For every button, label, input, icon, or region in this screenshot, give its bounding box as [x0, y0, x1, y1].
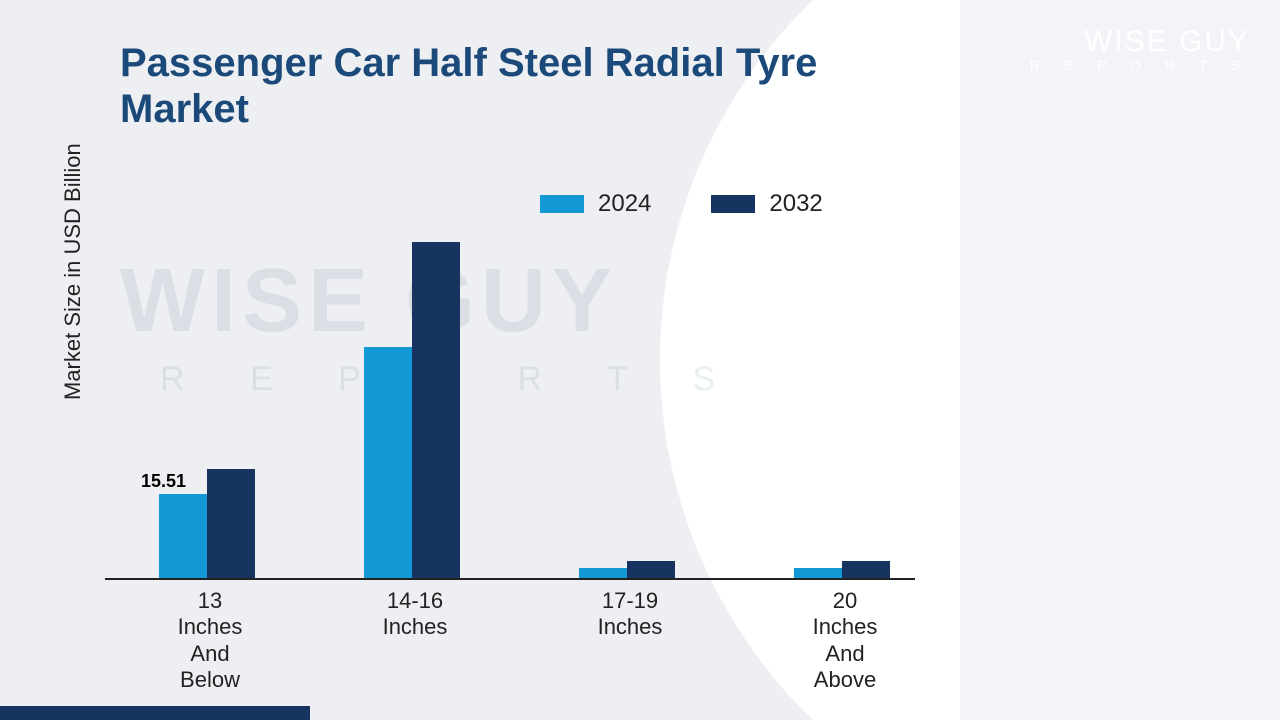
bar — [207, 469, 255, 578]
bar — [159, 494, 207, 578]
legend-item-2032: 2032 — [711, 190, 822, 218]
bar — [412, 242, 460, 578]
legend-label-2032: 2032 — [769, 190, 822, 218]
brand-logo-sub: R E P O R T S — [1030, 57, 1250, 73]
legend-swatch-2032 — [711, 195, 755, 213]
bar — [627, 561, 675, 579]
brand-logo-main: WISE GUY — [1030, 25, 1250, 59]
legend-label-2024: 2024 — [598, 190, 651, 218]
chart-title: Passenger Car Half Steel Radial Tyre Mar… — [120, 40, 840, 132]
bar — [364, 347, 412, 578]
bar — [579, 568, 627, 579]
legend: 2024 2032 — [540, 190, 823, 218]
x-tick-label: 20InchesAndAbove — [780, 588, 910, 694]
x-tick-label: 13InchesAndBelow — [145, 588, 275, 694]
bottom-accent-strip — [0, 706, 310, 720]
x-tick-label: 17-19Inches — [565, 588, 695, 641]
x-axis-line — [105, 578, 915, 580]
plot-area: 15.51 — [105, 230, 915, 580]
legend-swatch-2024 — [540, 195, 584, 213]
x-tick-label: 14-16Inches — [350, 588, 480, 641]
bar-value-label: 15.51 — [141, 471, 186, 492]
y-axis-label: Market Size in USD Billion — [60, 143, 86, 400]
legend-item-2024: 2024 — [540, 190, 651, 218]
bar — [842, 561, 890, 579]
brand-logo: WISE GUY R E P O R T S — [1030, 25, 1250, 73]
bar — [794, 568, 842, 579]
chart-canvas: WISE GUY R E P O R T S Passenger Car Hal… — [0, 0, 1280, 720]
